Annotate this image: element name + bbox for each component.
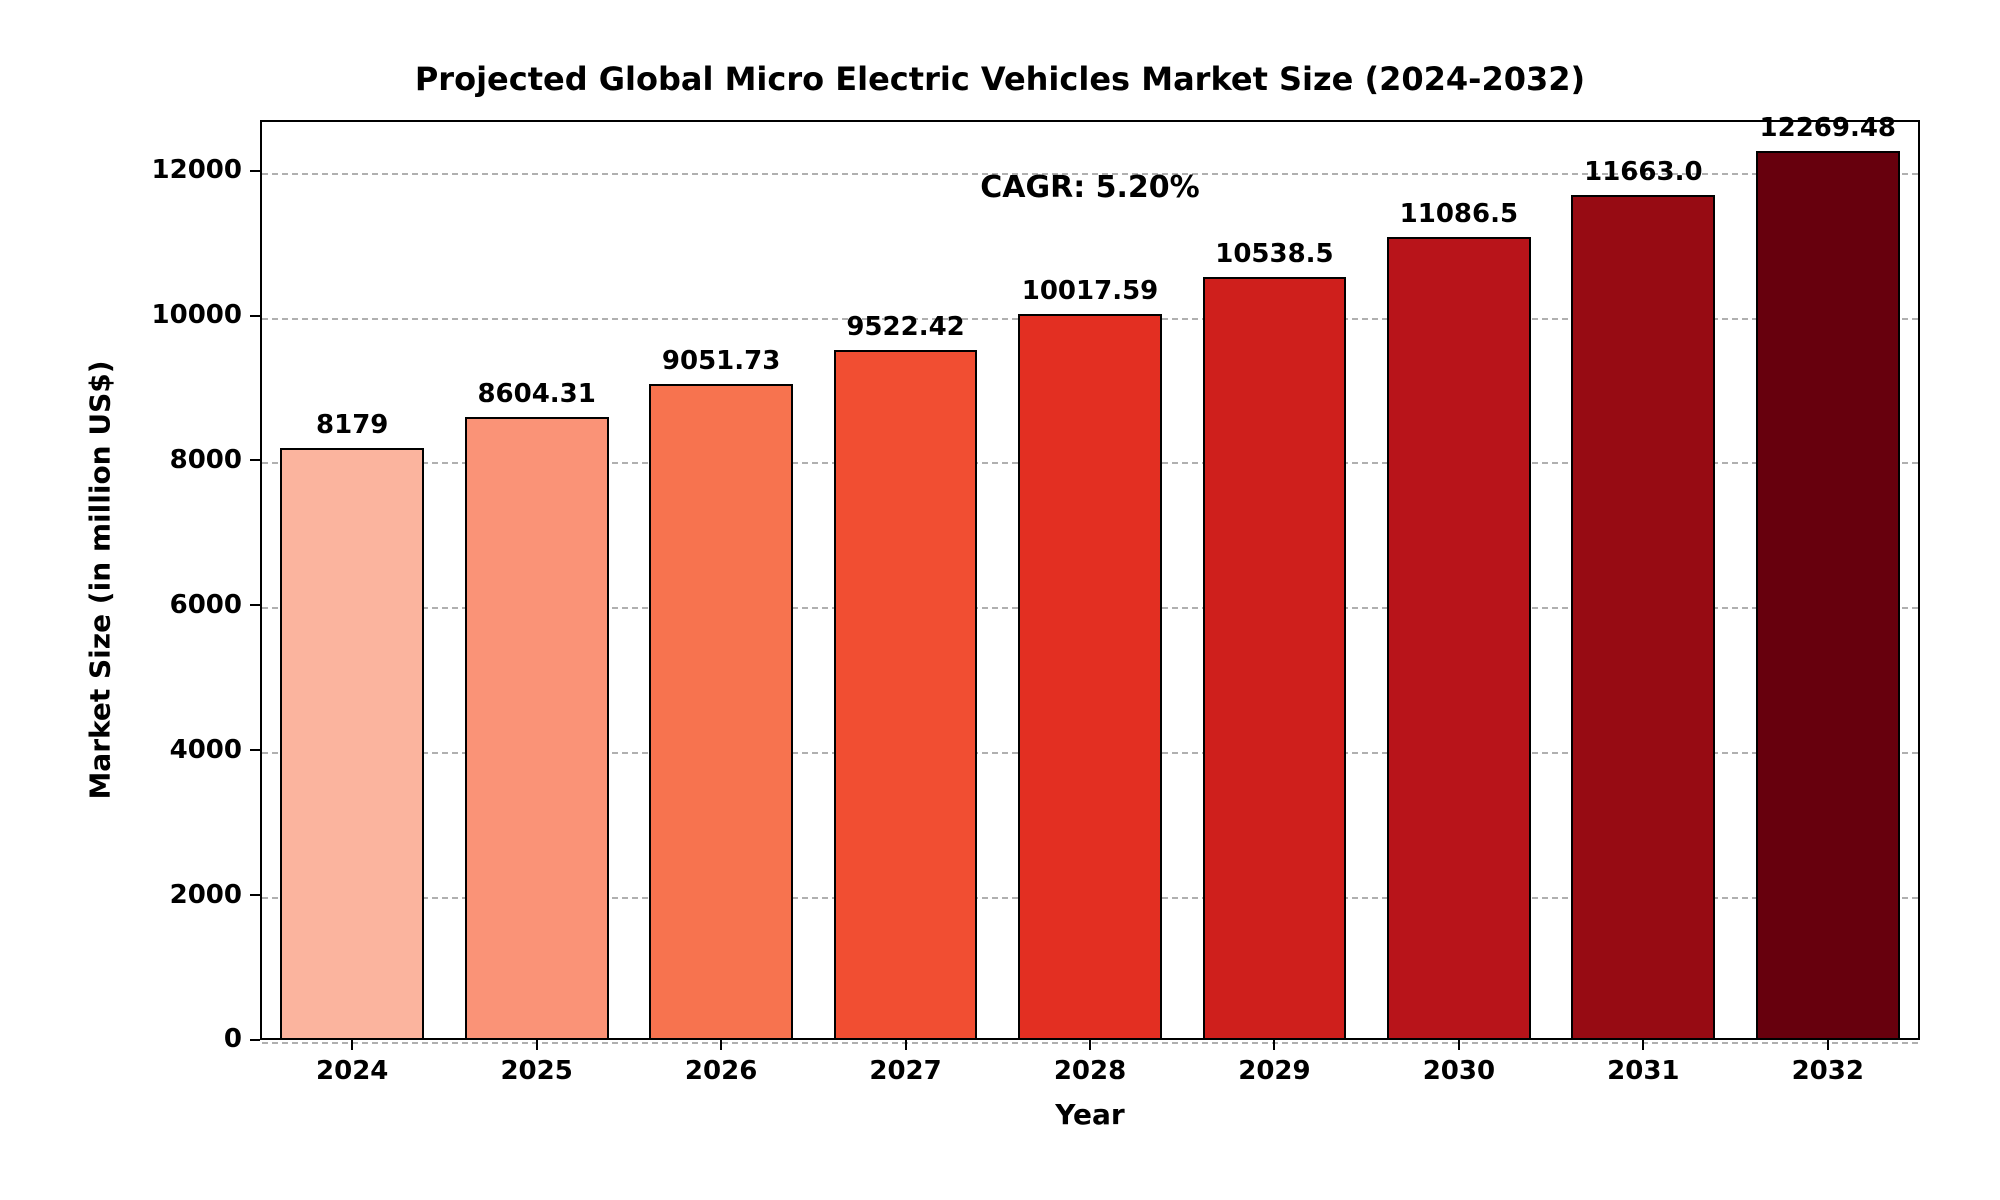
y-tick-label: 4000 xyxy=(122,735,242,765)
bar xyxy=(465,417,609,1040)
x-tick-label: 2028 xyxy=(1054,1056,1126,1086)
bar xyxy=(834,350,978,1040)
bar-value-label: 10538.5 xyxy=(1215,239,1333,269)
cagr-annotation: CAGR: 5.20% xyxy=(980,170,1199,205)
x-axis-label: Year xyxy=(1055,1098,1124,1131)
x-tick-label: 2024 xyxy=(316,1056,388,1086)
bar-value-label: 11663.0 xyxy=(1584,157,1702,187)
x-tick-mark xyxy=(905,1040,907,1050)
bar xyxy=(1756,151,1900,1040)
y-tick-label: 8000 xyxy=(122,445,242,475)
bar-value-label: 8604.31 xyxy=(477,379,595,409)
bar-value-label: 9522.42 xyxy=(846,312,964,342)
y-tick-label: 0 xyxy=(122,1024,242,1054)
bar-value-label: 12269.48 xyxy=(1760,113,1897,143)
y-tick-mark xyxy=(250,1039,260,1041)
y-tick-mark xyxy=(250,894,260,896)
y-axis-label: Market Size (in million US$) xyxy=(84,360,117,799)
bar xyxy=(1018,314,1162,1040)
y-tick-label: 10000 xyxy=(122,300,242,330)
x-tick-label: 2026 xyxy=(685,1056,757,1086)
x-tick-label: 2025 xyxy=(500,1056,572,1086)
x-tick-mark xyxy=(720,1040,722,1050)
y-tick-mark xyxy=(250,315,260,317)
x-tick-label: 2029 xyxy=(1238,1056,1310,1086)
bar-value-label: 8179 xyxy=(316,410,388,440)
bar-value-label: 11086.5 xyxy=(1400,199,1518,229)
y-tick-label: 12000 xyxy=(122,155,242,185)
bar-value-label: 9051.73 xyxy=(662,346,780,376)
x-tick-label: 2030 xyxy=(1423,1056,1495,1086)
x-tick-mark xyxy=(351,1040,353,1050)
y-tick-label: 6000 xyxy=(122,590,242,620)
x-tick-mark xyxy=(1273,1040,1275,1050)
bar xyxy=(1203,277,1347,1040)
y-tick-mark xyxy=(250,604,260,606)
bar xyxy=(649,384,793,1040)
x-tick-mark xyxy=(1458,1040,1460,1050)
y-tick-mark xyxy=(250,170,260,172)
x-tick-mark xyxy=(1642,1040,1644,1050)
x-tick-mark xyxy=(536,1040,538,1050)
x-tick-label: 2032 xyxy=(1792,1056,1864,1086)
x-tick-mark xyxy=(1089,1040,1091,1050)
x-tick-label: 2027 xyxy=(869,1056,941,1086)
y-tick-label: 2000 xyxy=(122,880,242,910)
chart-stage: Projected Global Micro Electric Vehicles… xyxy=(0,0,2000,1200)
y-tick-mark xyxy=(250,749,260,751)
x-tick-label: 2031 xyxy=(1607,1056,1679,1086)
chart-title: Projected Global Micro Electric Vehicles… xyxy=(0,60,2000,98)
bar xyxy=(280,448,424,1040)
bar xyxy=(1387,237,1531,1040)
x-tick-mark xyxy=(1827,1040,1829,1050)
bar xyxy=(1571,195,1715,1040)
bar-value-label: 10017.59 xyxy=(1022,276,1159,306)
y-tick-mark xyxy=(250,459,260,461)
